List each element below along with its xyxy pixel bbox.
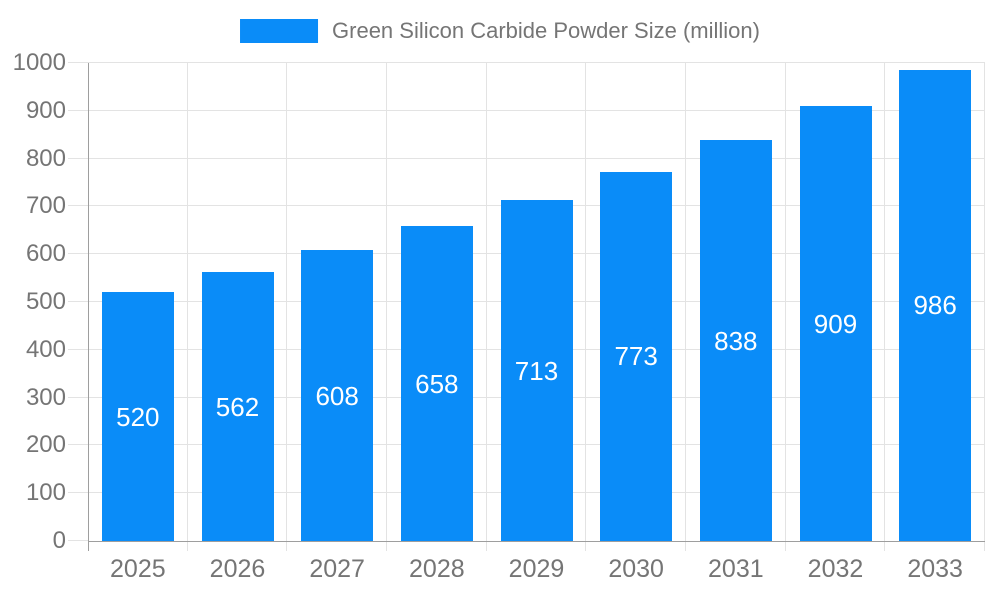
bar-value-label: 713 — [514, 355, 559, 386]
y-tick — [68, 540, 88, 541]
y-tick-label: 900 — [25, 96, 66, 124]
bar-value-label: 658 — [415, 368, 459, 399]
x-tick-label: 2025 — [110, 555, 166, 583]
bar-value-label: 838 — [714, 325, 758, 356]
y-tick — [68, 492, 88, 494]
y-tick — [68, 205, 88, 207]
x-gridline — [784, 63, 786, 541]
bar[interactable] — [201, 272, 274, 541]
x-tick-label: 2028 — [409, 555, 465, 583]
y-tick-label: 200 — [25, 431, 66, 459]
x-tick-label: 2031 — [708, 555, 764, 583]
x-axis-line — [88, 541, 985, 542]
y-tick — [68, 62, 88, 63]
bar[interactable] — [500, 200, 573, 541]
x-gridline — [585, 63, 587, 541]
bar-value-label: 986 — [913, 290, 957, 321]
x-tick-label: 2026 — [209, 555, 266, 583]
bar[interactable] — [301, 250, 374, 541]
y-gridline — [88, 109, 985, 111]
x-tick-label: 2029 — [508, 555, 565, 583]
y-tick — [68, 109, 88, 111]
y-tick — [68, 157, 88, 159]
y-tick-label: 800 — [25, 144, 66, 172]
legend-label: Green Silicon Carbide Powder Size (milli… — [332, 18, 760, 43]
x-tick — [286, 541, 288, 551]
y-tick — [68, 348, 88, 350]
y-gridline — [88, 157, 985, 159]
bar[interactable] — [400, 226, 473, 541]
x-tick-label: 2030 — [608, 555, 664, 583]
y-tick — [68, 301, 88, 302]
bar[interactable] — [600, 171, 673, 541]
x-gridline — [386, 63, 387, 541]
y-tick-label: 600 — [25, 240, 66, 268]
legend-item[interactable]: Green Silicon Carbide Powder Size (milli… — [240, 18, 760, 44]
y-tick-label: 100 — [25, 479, 66, 507]
x-tick — [485, 541, 487, 551]
bar[interactable] — [899, 69, 972, 541]
legend-swatch — [240, 19, 319, 43]
x-tick-label: 2033 — [907, 555, 963, 583]
x-gridline — [286, 63, 288, 541]
y-tick — [68, 396, 88, 398]
bar[interactable] — [101, 292, 174, 541]
x-tick — [984, 541, 985, 551]
bar[interactable] — [699, 140, 772, 541]
x-tick — [784, 541, 786, 551]
bar[interactable] — [799, 106, 872, 541]
x-tick — [88, 541, 89, 551]
bar-value-label: 520 — [116, 401, 160, 432]
y-gridline — [88, 62, 985, 63]
x-tick-label: 2027 — [309, 555, 365, 583]
x-tick — [884, 541, 886, 551]
x-gridline — [984, 63, 985, 541]
bar-value-label: 562 — [215, 391, 260, 422]
x-tick — [386, 541, 387, 551]
y-tick-label: 300 — [25, 383, 66, 411]
bar-value-label: 608 — [315, 380, 359, 411]
x-gridline — [186, 63, 188, 541]
y-tick-label: 700 — [25, 192, 66, 220]
y-tick — [68, 253, 88, 255]
y-tick — [68, 444, 88, 446]
x-tick — [685, 541, 686, 551]
bar-value-label: 909 — [813, 308, 858, 339]
x-tick — [585, 541, 587, 551]
x-tick-label: 2032 — [807, 555, 864, 583]
y-tick-label: 1000 — [12, 49, 66, 76]
x-gridline — [884, 63, 886, 541]
y-tick-label: 0 — [52, 527, 66, 554]
y-tick-label: 400 — [25, 335, 66, 363]
bar-value-label: 773 — [614, 341, 658, 372]
x-tick — [186, 541, 188, 551]
x-gridline — [685, 63, 686, 541]
x-gridline — [485, 63, 487, 541]
y-axis-line — [88, 63, 89, 541]
y-tick-label: 500 — [25, 288, 66, 315]
